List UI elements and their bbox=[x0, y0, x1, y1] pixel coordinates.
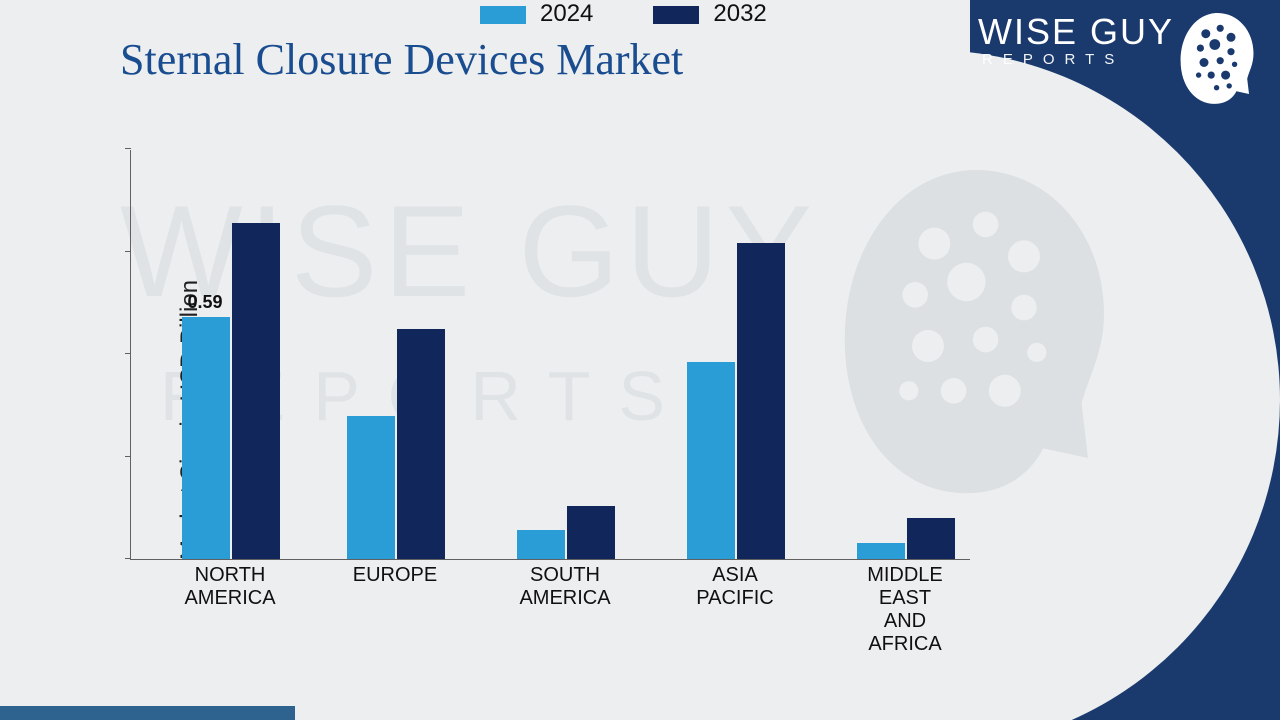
canvas: WISE GUY REPORTS Sternal Closure Devices… bbox=[0, 0, 1280, 720]
bottom-accent-bar bbox=[0, 706, 295, 720]
legend: 2024 2032 bbox=[480, 0, 767, 28]
x-axis-label: EUROPE bbox=[325, 564, 465, 587]
y-tick bbox=[125, 148, 131, 149]
bar bbox=[182, 317, 230, 559]
y-tick bbox=[125, 251, 131, 252]
bar-value-label: 0.59 bbox=[181, 292, 229, 317]
chart-title: Sternal Closure Devices Market bbox=[120, 34, 683, 85]
bar-group bbox=[346, 329, 446, 559]
plot-area: 0.59 bbox=[130, 150, 970, 560]
bar bbox=[907, 518, 955, 559]
x-axis-label: MIDDLEEASTANDAFRICA bbox=[835, 564, 975, 656]
brand-line2: REPORTS bbox=[978, 52, 1174, 67]
bar bbox=[857, 543, 905, 559]
bar bbox=[567, 506, 615, 559]
bar-group bbox=[856, 518, 956, 559]
legend-swatch-2032 bbox=[653, 6, 699, 24]
bar bbox=[347, 416, 395, 560]
x-axis-label: ASIAPACIFIC bbox=[665, 564, 805, 610]
bar-group bbox=[686, 243, 786, 559]
chart: Market Size in USD Billion 0.59 NORTHAME… bbox=[50, 140, 980, 700]
bar bbox=[232, 223, 280, 559]
bar-group bbox=[516, 506, 616, 559]
legend-item-2032: 2032 bbox=[653, 0, 766, 28]
brand-line1: WISE GUY bbox=[978, 14, 1174, 50]
y-tick bbox=[125, 456, 131, 457]
legend-swatch-2024 bbox=[480, 6, 526, 24]
y-tick bbox=[125, 353, 131, 354]
brand-logo: WISE GUY REPORTS bbox=[978, 14, 1174, 67]
x-axis-label: NORTHAMERICA bbox=[160, 564, 300, 610]
y-tick bbox=[125, 558, 131, 559]
bar bbox=[517, 530, 565, 559]
bar-group: 0.59 bbox=[181, 223, 281, 559]
brand-head-icon bbox=[1168, 8, 1258, 108]
bar bbox=[397, 329, 445, 559]
bar bbox=[737, 243, 785, 559]
x-axis-label: SOUTHAMERICA bbox=[495, 564, 635, 610]
legend-item-2024: 2024 bbox=[480, 0, 593, 28]
bar bbox=[687, 362, 735, 559]
x-axis-labels: NORTHAMERICA EUROPE SOUTHAMERICA ASIAPACIFI… bbox=[130, 564, 970, 694]
